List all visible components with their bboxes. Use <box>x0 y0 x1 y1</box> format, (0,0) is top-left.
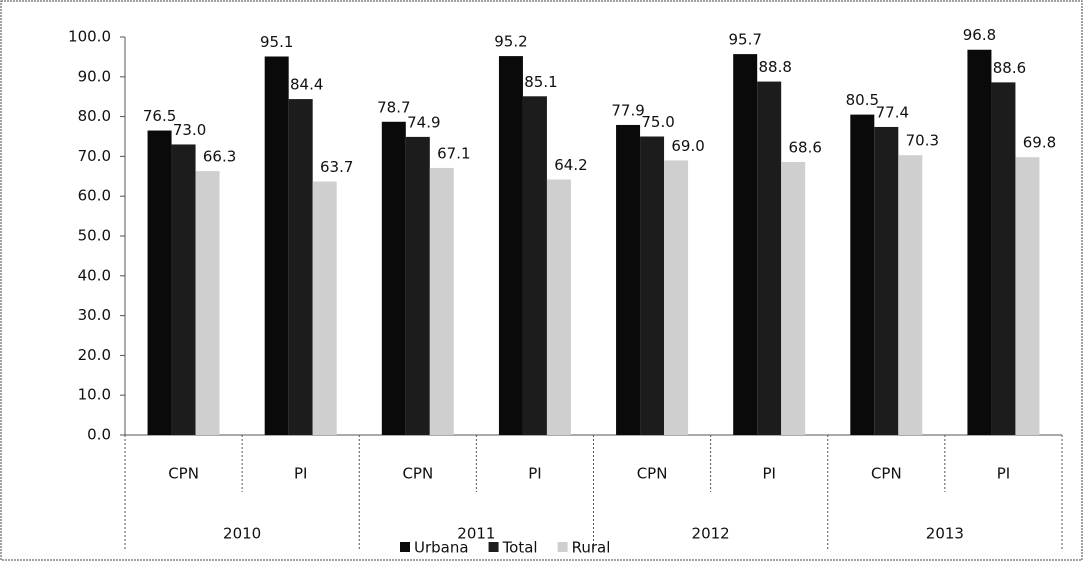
bar <box>429 167 454 435</box>
value-label: 74.9 <box>407 113 440 131</box>
y-tick-label: 50.0 <box>78 227 111 245</box>
value-label: 77.9 <box>611 101 644 119</box>
x-tick-label: CPN <box>402 465 433 483</box>
legend-label: Urbana <box>414 539 469 557</box>
value-label: 73.0 <box>173 121 206 139</box>
value-label: 96.8 <box>963 26 996 44</box>
y-tick-label: 0.0 <box>87 426 111 444</box>
bar <box>288 99 313 435</box>
value-label: 77.4 <box>876 103 909 121</box>
bar <box>664 160 689 435</box>
value-label: 63.7 <box>320 158 353 176</box>
bar <box>616 124 641 435</box>
x-tick-label: PI <box>528 465 541 483</box>
y-tick-label: 10.0 <box>78 386 111 404</box>
value-label: 78.7 <box>377 98 410 116</box>
bar <box>781 161 806 436</box>
x-tick-label: CPN <box>637 465 668 483</box>
value-label: 84.4 <box>290 76 323 94</box>
y-tick-label: 30.0 <box>78 306 111 324</box>
bar <box>522 96 547 435</box>
legend-label: Total <box>502 539 538 557</box>
bar <box>1015 157 1040 436</box>
bar <box>850 114 875 436</box>
value-label: 95.2 <box>494 33 527 51</box>
bar <box>147 130 172 435</box>
bar <box>171 144 196 435</box>
bar <box>967 49 992 436</box>
value-label: 80.5 <box>846 91 879 109</box>
y-tick-label: 100.0 <box>68 28 111 46</box>
bar <box>195 171 220 435</box>
value-label: 88.6 <box>993 59 1026 77</box>
value-label: 64.2 <box>554 156 587 174</box>
value-label: 95.1 <box>260 33 293 51</box>
bar <box>640 136 665 435</box>
value-label: 66.3 <box>203 148 236 166</box>
bar <box>498 56 523 435</box>
x-tick-label: PI <box>294 465 307 483</box>
group-label: 2010 <box>223 525 261 543</box>
group-label: 2013 <box>926 525 964 543</box>
bar <box>874 126 899 435</box>
value-label: 69.8 <box>1023 134 1056 152</box>
x-tick-label: PI <box>997 465 1010 483</box>
value-label: 70.3 <box>906 132 939 150</box>
bar <box>757 81 782 436</box>
value-label: 68.6 <box>788 138 821 156</box>
y-tick-label: 70.0 <box>78 147 111 165</box>
x-tick-label: CPN <box>871 465 902 483</box>
value-label: 95.7 <box>728 31 761 49</box>
y-tick-label: 60.0 <box>78 187 111 205</box>
value-label: 85.1 <box>524 73 557 91</box>
bar <box>312 181 337 435</box>
group-label: 2011 <box>457 525 495 543</box>
y-tick-label: 80.0 <box>78 107 111 125</box>
group-label: 2012 <box>692 525 730 543</box>
y-tick-label: 90.0 <box>78 67 111 85</box>
legend-swatch <box>488 542 499 552</box>
y-tick-label: 20.0 <box>78 346 111 364</box>
x-tick-label: PI <box>762 465 775 483</box>
x-tick-label: CPN <box>168 465 199 483</box>
legend-swatch <box>557 542 568 552</box>
value-label: 76.5 <box>143 107 176 125</box>
legend-swatch <box>400 542 410 552</box>
bar <box>264 56 289 435</box>
bar <box>733 54 758 435</box>
bar <box>405 136 430 435</box>
bar <box>991 82 1016 435</box>
bar <box>381 121 406 436</box>
value-label: 88.8 <box>758 58 791 76</box>
value-label: 69.0 <box>671 137 704 155</box>
bar <box>546 179 571 435</box>
legend-label: Rural <box>572 539 611 557</box>
value-label: 67.1 <box>437 144 470 162</box>
value-label: 75.0 <box>641 113 674 131</box>
bar <box>898 155 923 435</box>
y-tick-label: 40.0 <box>78 266 111 284</box>
